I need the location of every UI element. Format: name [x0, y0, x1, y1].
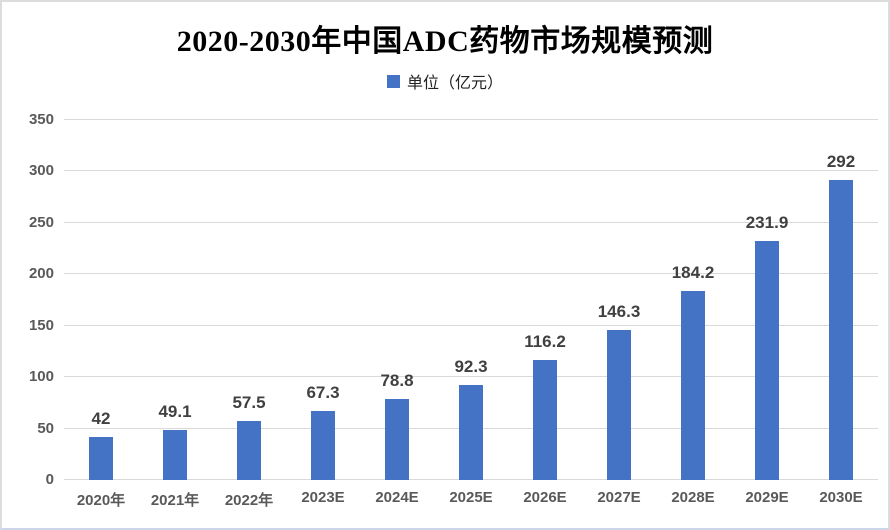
bar [681, 290, 705, 480]
bar [607, 329, 631, 480]
x-axis: 2020年 2021年 2022年 2023E 2024E 2025E 2026E 2027E… [64, 489, 878, 511]
bar-value-label: 78.8 [380, 370, 414, 390]
y-axis: 0 50 100 150 200 250 300 350 [2, 111, 54, 488]
bar [89, 436, 113, 480]
bar-group: 67.3 [286, 120, 360, 480]
y-tick-label: 300 [28, 162, 54, 180]
y-tick-label: 0 [45, 471, 54, 488]
bar-group: 116.2 [508, 120, 582, 480]
x-tick-label: 2023E [301, 489, 345, 506]
bar-value-label: 92.3 [454, 357, 488, 377]
bar-value-label: 42 [91, 408, 111, 428]
gridline [64, 221, 878, 223]
bar-group: 92.3 [434, 120, 508, 480]
chart-legend: 单位（亿元） [2, 69, 888, 93]
bar [533, 360, 557, 480]
x-tick-label: 2024E [375, 489, 419, 506]
bar [459, 385, 483, 480]
bar-group: 292 [804, 120, 878, 480]
chart-title: 2020-2030年中国ADC药物市场规模预测 [176, 25, 714, 58]
bar-value-label: 67.3 [306, 382, 340, 402]
x-tick-label: 2021年 [150, 492, 200, 509]
bar-value-label: 184.2 [671, 262, 715, 282]
bar-value-label: 116.2 [524, 332, 566, 352]
x-tick-label: 2026E [523, 489, 567, 506]
bar-group: 146.3 [582, 120, 656, 480]
bar-value-label: 146.3 [597, 301, 641, 321]
bar-group: 78.8 [360, 120, 434, 480]
bar [385, 398, 409, 480]
y-tick-label: 250 [28, 213, 54, 231]
bar [311, 410, 335, 480]
x-tick-label: 2027E [597, 489, 641, 506]
y-tick-label: 150 [28, 316, 54, 334]
legend-marker-icon [386, 74, 400, 88]
x-tick-label: 2029E [745, 489, 789, 506]
y-tick-label: 200 [28, 265, 54, 283]
y-tick-label: 350 [28, 111, 54, 128]
bar-group: 184.2 [656, 120, 730, 480]
gridline [64, 376, 878, 378]
y-tick-label: 50 [37, 419, 54, 437]
bar-group: 49.1 [138, 120, 212, 480]
bar [829, 179, 853, 480]
bar [755, 241, 779, 480]
bar [237, 420, 261, 480]
bar-group: 57.5 [212, 120, 286, 480]
y-tick-label: 100 [28, 368, 54, 386]
gridline [64, 324, 878, 326]
legend-label: 单位（亿元） [406, 75, 503, 92]
bar-value-label: 57.5 [232, 392, 266, 412]
bar-group: 231.9 [730, 120, 804, 480]
x-tick-label: 2022年 [224, 492, 274, 509]
bar-series: 42 49.1 57.5 67.3 78.8 92.3 116.2 146.3 184.2 231… [64, 120, 878, 480]
x-tick-label: 2025E [449, 489, 493, 506]
bar [163, 429, 187, 480]
bar-value-label: 292 [826, 151, 856, 171]
bar-value-label: 49.1 [158, 401, 192, 421]
x-tick-label: 2030E [819, 489, 863, 506]
gridline [64, 273, 878, 275]
bar-value-label: 231.9 [745, 213, 789, 233]
plot-area: 42 49.1 57.5 67.3 78.8 92.3 116.2 146.3 184.2 231… [64, 119, 878, 480]
x-tick-label: 2028E [671, 489, 715, 506]
x-tick-label: 2020年 [76, 492, 126, 509]
bar-group: 42 [64, 120, 138, 480]
gridline [64, 119, 878, 120]
gridline [64, 170, 878, 172]
